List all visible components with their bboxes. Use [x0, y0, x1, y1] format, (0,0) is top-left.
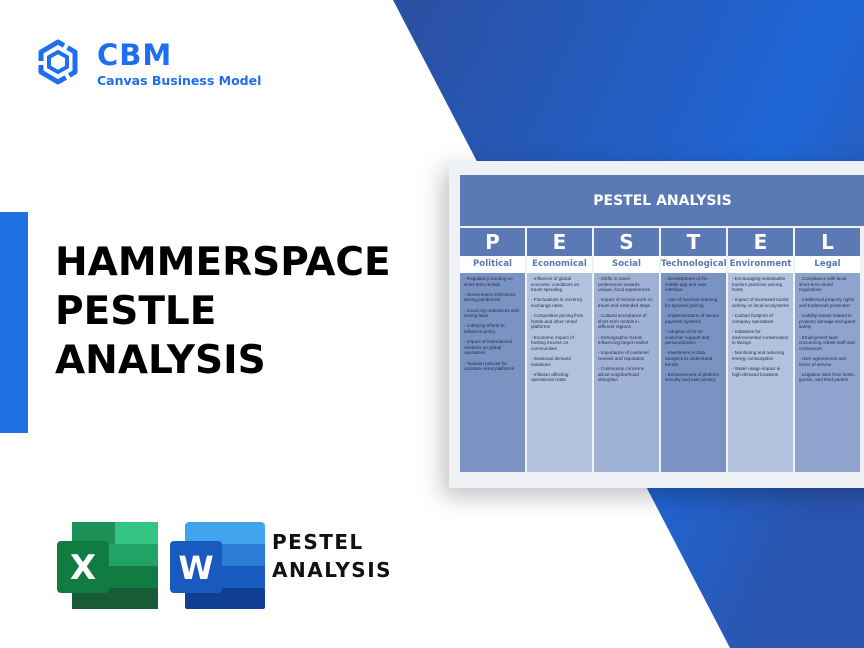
list-item: - Liability issues related to property d…: [799, 313, 856, 330]
svg-text:W: W: [178, 549, 213, 587]
list-item: - Carbon footprint of company operations: [732, 313, 774, 324]
word-icon: W: [170, 522, 265, 609]
list-item: - Employment laws concerning Airbnb staf…: [799, 334, 855, 351]
title-line: ANALYSIS: [55, 338, 266, 383]
list-item: - Regulatory scrutiny on short-term rent…: [464, 276, 513, 287]
page-title: HAMMERSPACE PESTLE ANALYSIS: [55, 238, 391, 385]
card-title: PESTEL ANALYSIS: [460, 175, 864, 226]
pestel-column-economical: E Economical - Influence of global economi…: [527, 228, 592, 472]
list-item: - Monitoring and reducing energy consump…: [732, 350, 785, 361]
list-item: - Taxation policies for vacation rental …: [464, 360, 515, 372]
list-item: - Implementation of secure payment syste…: [665, 313, 720, 324]
list-item: - Lobbying efforts to influence policy: [464, 323, 505, 334]
svg-text:X: X: [70, 548, 96, 588]
column-letter: L: [795, 228, 860, 256]
pestel-column-environment: E Environment - Encouraging sustainable to…: [728, 228, 793, 472]
column-letter: T: [661, 228, 726, 256]
list-item: - Influence of global economic condition…: [531, 276, 580, 293]
column-letter: P: [460, 228, 525, 256]
apps-label-line: PESTEL: [272, 530, 364, 554]
list-item: - Impact of remote work on travel and ex…: [598, 297, 653, 308]
list-item: - Adoption of AI for customer support an…: [665, 328, 710, 346]
list-item: - Seasonal demand variations: [531, 355, 571, 367]
column-body: - Shifts in travel preferences towards u…: [594, 273, 659, 472]
list-item: - Litigation risks from hosts, guests, a…: [799, 371, 855, 383]
list-item: - Demographic trends influencing target …: [598, 334, 649, 346]
column-body: - Regulatory scrutiny on short-term rent…: [460, 273, 525, 472]
column-body: - Influence of global economic condition…: [527, 273, 592, 472]
brand-name: CBM: [97, 38, 173, 72]
list-item: - Inflation affecting operational costs: [531, 371, 569, 383]
excel-icon: X: [57, 522, 158, 609]
column-letter: E: [527, 228, 592, 256]
list-item: - Compliance with local short-term renta…: [799, 276, 847, 293]
list-item: - Encouraging sustainable tourism practi…: [732, 276, 786, 293]
list-item: - Water usage impact in high-demand loca…: [732, 366, 781, 377]
list-item: - Shifts in travel preferences towards u…: [598, 276, 650, 293]
list-item: - Intellectual property rights and trade…: [799, 297, 855, 308]
column-name: Social: [594, 256, 659, 273]
list-item: - Impact of increased tourist activity o…: [732, 297, 789, 308]
list-item: - Competitive pricing from hotels and ot…: [531, 313, 584, 330]
column-name: Technological: [661, 256, 726, 273]
pestel-column-technological: T Technological - Development of the mobil…: [661, 228, 726, 472]
accent-bar: [0, 212, 28, 433]
column-name: Environment: [728, 256, 793, 273]
list-item: - Importance of customer reviews and rep…: [598, 350, 650, 361]
pestel-column-legal: L Legal - Compliance with local short-term…: [795, 228, 860, 472]
list-item: - Investment in data analytics to unders…: [665, 350, 713, 367]
pestel-column-political: P Political - Regulatory scrutiny on short…: [460, 228, 525, 472]
list-item: - Development of the mobile app and user…: [665, 276, 708, 293]
column-name: Economical: [527, 256, 592, 273]
pestel-column-social: S Social - Shifts in travel preferences to…: [594, 228, 659, 472]
list-item: - Initiatives for environmental conserva…: [732, 328, 789, 346]
brand-subtitle: Canvas Business Model: [97, 73, 262, 88]
cbm-logo-icon: [34, 39, 78, 85]
column-name: Legal: [795, 256, 860, 273]
list-item: - User agreements and terms of service: [799, 355, 846, 367]
list-item: - Economic impact of hosting income on c…: [531, 334, 574, 351]
list-item: - Fluctuations in currency exchange rate…: [531, 297, 583, 308]
list-item: - Impact of international relations on g…: [464, 339, 513, 356]
title-line: HAMMERSPACE: [55, 240, 391, 285]
list-item: - Community concerns about neighborhood …: [598, 366, 644, 383]
list-item: - Use of machine learning for dynamic pr…: [665, 297, 718, 308]
column-letter: E: [728, 228, 793, 256]
column-letter: S: [594, 228, 659, 256]
list-item: - Cultural acceptance of short-term rent…: [598, 313, 647, 330]
column-body: - Compliance with local short-term renta…: [795, 273, 860, 472]
apps-label-line: ANALYSIS: [272, 558, 393, 582]
list-item: - Local city ordinances and zoning laws: [464, 307, 519, 319]
list-item: - Enhancement of platform security and u…: [665, 371, 720, 383]
list-item: - Government restrictions during pandemi…: [464, 291, 516, 303]
column-body: - Development of the mobile app and user…: [661, 273, 726, 472]
app-icons: X W: [57, 522, 265, 609]
pestel-preview-card: PESTEL ANALYSIS P Political - Regulatory s…: [449, 161, 864, 488]
column-name: Political: [460, 256, 525, 273]
column-body: - Encouraging sustainable tourism practi…: [728, 273, 793, 472]
title-line: PESTLE: [55, 289, 217, 334]
apps-label: PESTEL ANALYSIS: [272, 528, 392, 584]
